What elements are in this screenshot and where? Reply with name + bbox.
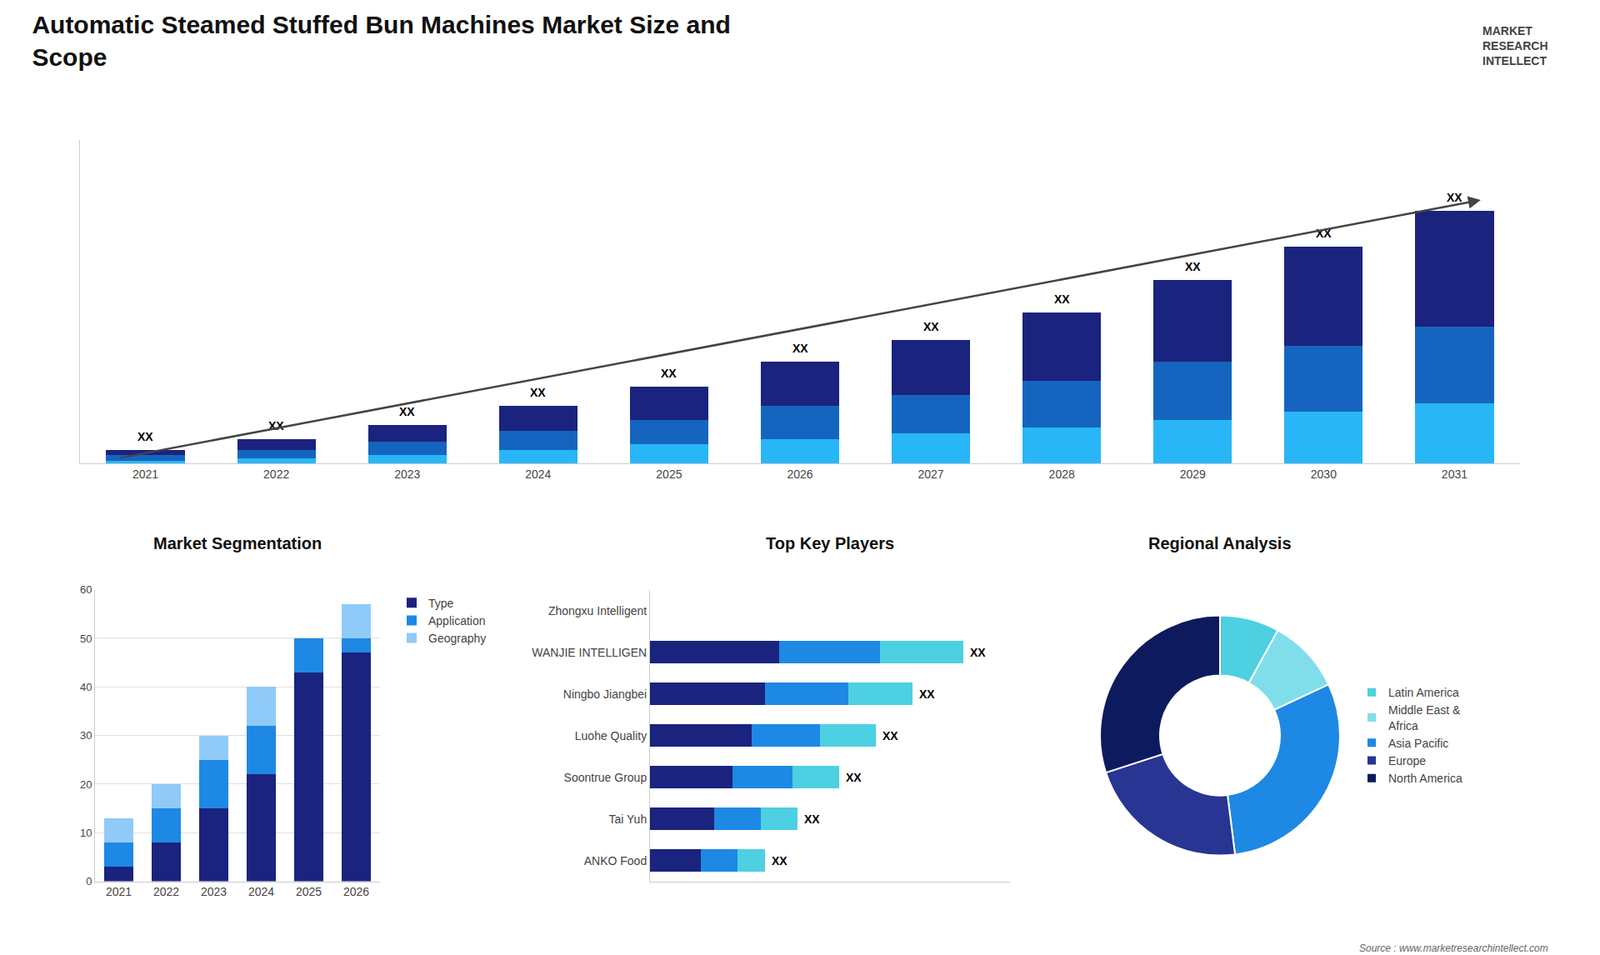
svg-text:20: 20 (80, 778, 92, 791)
svg-text:50: 50 (80, 631, 92, 645)
svg-text:XX: XX (771, 854, 788, 868)
svg-text:60: 60 (80, 583, 92, 596)
svg-text:30: 30 (80, 729, 92, 742)
svg-text:2026: 2026 (343, 885, 370, 899)
svg-text:2023: 2023 (394, 467, 420, 481)
svg-text:XX: XX (660, 366, 677, 380)
svg-text:XX: XX (970, 645, 986, 660)
svg-text:XX: XX (792, 341, 809, 355)
svg-text:Source : www.marketresearchint: Source : www.marketresearchintellect.com (1359, 942, 1549, 955)
svg-text:XX: XX (919, 687, 935, 701)
svg-text:XX: XX (1446, 190, 1463, 205)
svg-text:2027: 2027 (918, 467, 945, 481)
svg-text:Regional Analysis: Regional Analysis (1148, 534, 1292, 553)
svg-text:North America: North America (1388, 771, 1463, 785)
svg-text:2021: 2021 (132, 467, 159, 481)
svg-text:2030: 2030 (1310, 467, 1337, 481)
svg-text:2024: 2024 (525, 467, 551, 481)
svg-text:Application: Application (428, 614, 486, 628)
svg-text:2024: 2024 (248, 885, 275, 899)
svg-text:XX: XX (137, 430, 154, 444)
svg-text:MARKETRESEARCHINTELLECT: MARKETRESEARCHINTELLECT (1482, 24, 1549, 68)
svg-text:Automatic Steamed Stuffed Bun: Automatic Steamed Stuffed Bun Machines M… (31, 10, 731, 71)
svg-text:Zhongxu Intelligent: Zhongxu Intelligent (548, 604, 647, 618)
svg-text:ANKO Food: ANKO Food (584, 854, 647, 868)
svg-text:Middle East &Africa: Middle East &Africa (1388, 703, 1461, 732)
svg-text:Asia Pacific: Asia Pacific (1388, 736, 1449, 750)
svg-text:2022: 2022 (263, 467, 290, 481)
svg-text:XX: XX (845, 770, 862, 785)
svg-text:XX: XX (804, 812, 820, 826)
svg-text:2028: 2028 (1049, 467, 1075, 481)
svg-text:40: 40 (80, 680, 92, 694)
svg-text:2025: 2025 (295, 885, 322, 899)
svg-text:Latin America: Latin America (1388, 685, 1460, 700)
svg-text:2029: 2029 (1180, 467, 1206, 481)
svg-text:2021: 2021 (105, 885, 132, 899)
svg-text:XX: XX (268, 419, 285, 433)
svg-text:Europe: Europe (1388, 754, 1426, 768)
svg-text:XX: XX (882, 729, 899, 743)
svg-text:Luohe Quality: Luohe Quality (575, 729, 647, 743)
svg-text:10: 10 (80, 826, 92, 840)
svg-text:WANJIE INTELLIGEN: WANJIE INTELLIGEN (531, 645, 647, 660)
svg-text:Market Segmentation: Market Segmentation (153, 534, 322, 553)
svg-text:XX: XX (399, 405, 415, 419)
svg-text:Soontrue Group: Soontrue Group (564, 770, 648, 785)
svg-text:XX: XX (1185, 260, 1201, 274)
svg-text:2026: 2026 (786, 467, 813, 481)
svg-text:Type: Type (428, 596, 455, 610)
svg-text:XX: XX (1054, 292, 1070, 306)
svg-text:XX: XX (530, 385, 546, 400)
svg-text:2025: 2025 (655, 467, 682, 481)
svg-text:Geography: Geography (428, 631, 486, 645)
svg-text:Tai Yuh: Tai Yuh (609, 812, 648, 826)
svg-text:2031: 2031 (1441, 467, 1468, 481)
svg-text:XX: XX (1315, 226, 1332, 240)
svg-text:Top Key Players: Top Key Players (765, 534, 895, 553)
svg-text:0: 0 (85, 875, 92, 888)
svg-text:XX: XX (923, 320, 940, 334)
svg-text:Ningbo Jiangbei: Ningbo Jiangbei (563, 687, 647, 701)
svg-text:2022: 2022 (153, 885, 180, 899)
svg-text:2023: 2023 (200, 885, 227, 899)
